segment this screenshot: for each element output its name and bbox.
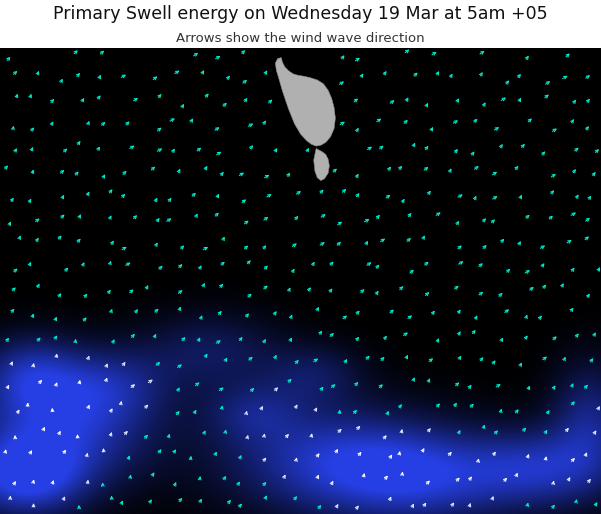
Text: Arrows show the wind wave direction: Arrows show the wind wave direction [176,32,425,45]
Polygon shape [314,149,329,180]
Polygon shape [275,58,335,146]
Text: Primary Swell energy on Wednesday 19 Mar at 5am +05: Primary Swell energy on Wednesday 19 Mar… [53,6,548,24]
